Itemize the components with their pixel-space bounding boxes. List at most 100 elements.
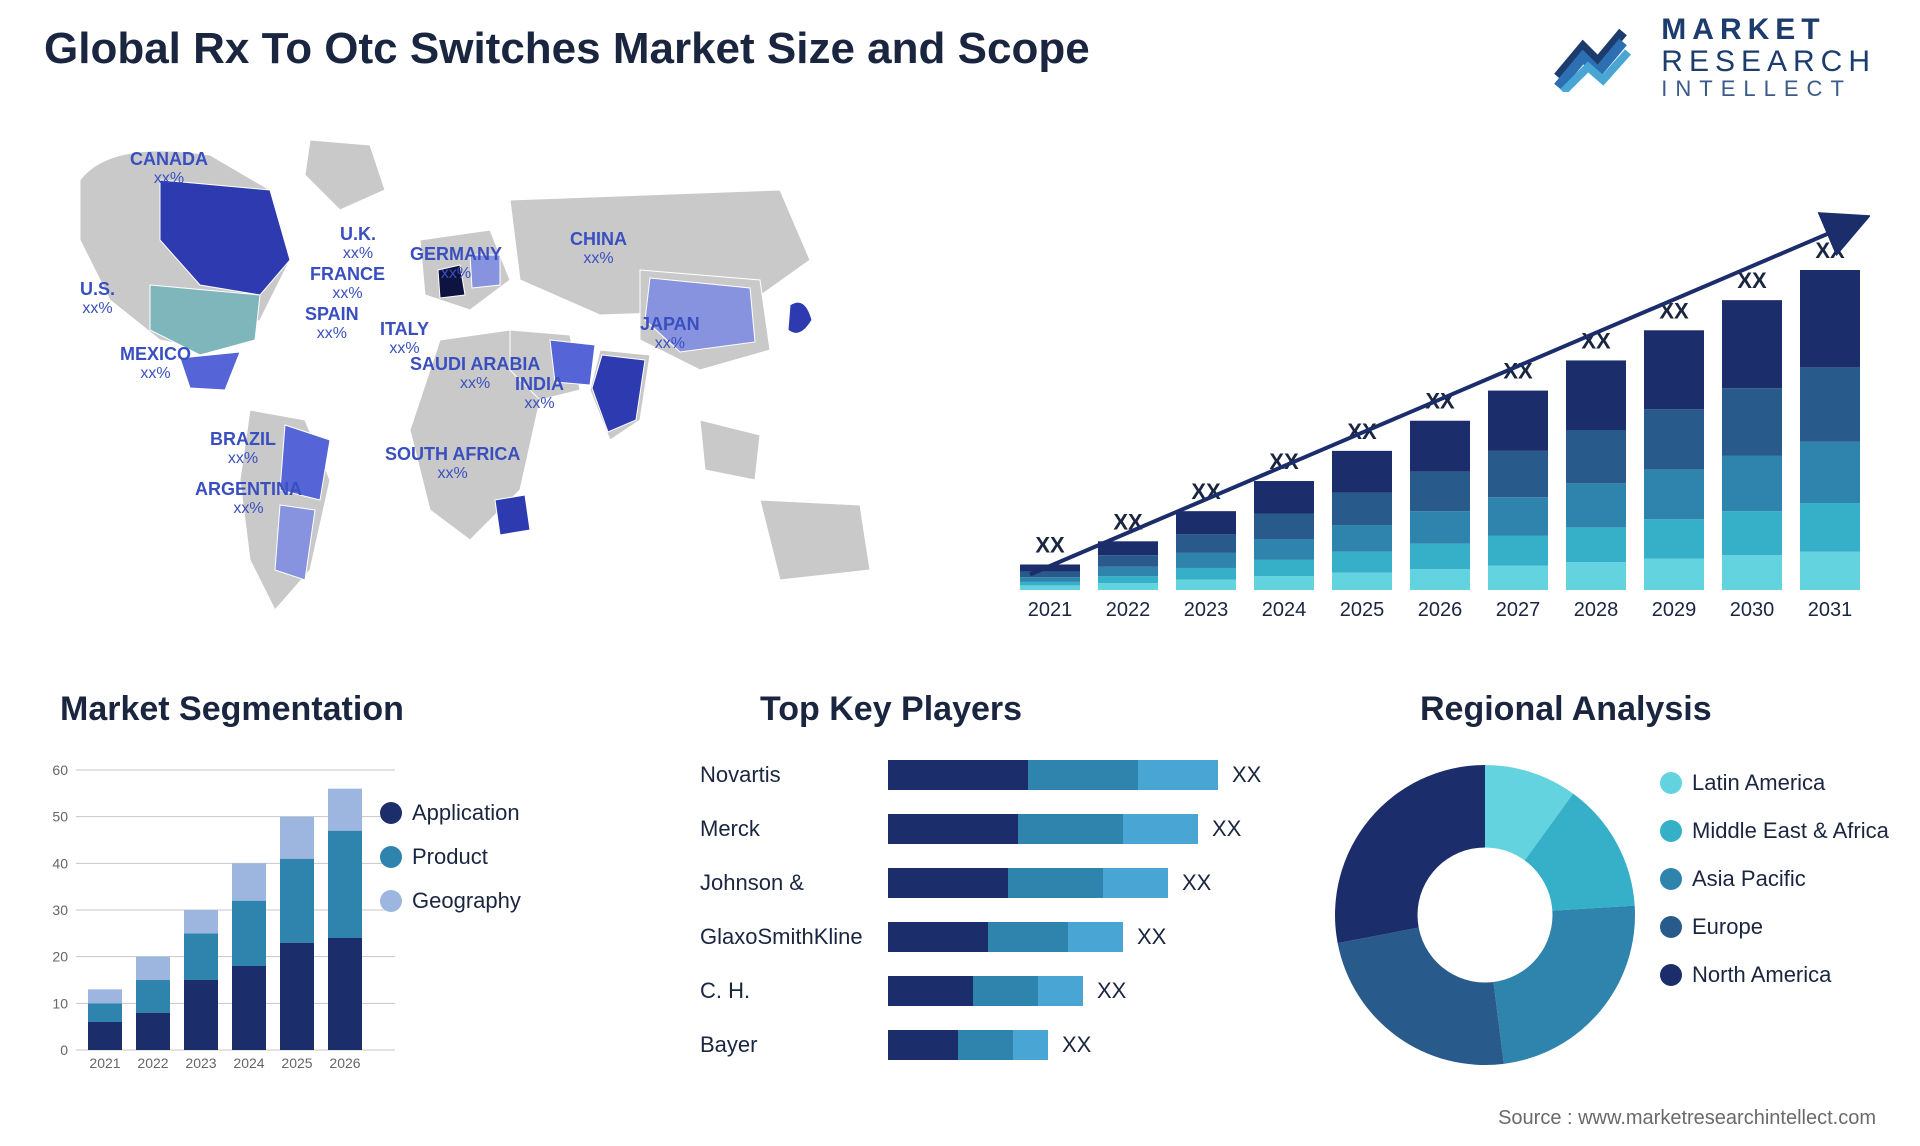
seg-bar-segment bbox=[232, 863, 266, 900]
map-label-brazil: BRAZILxx% bbox=[210, 430, 276, 467]
bar-segment bbox=[1098, 555, 1158, 567]
brand-logo: MARKET RESEARCH INTELLECT bbox=[1553, 14, 1876, 100]
kp-bar-segment bbox=[958, 1030, 1013, 1060]
seg-legend-item: Product bbox=[380, 844, 521, 870]
legend-swatch bbox=[1660, 916, 1682, 938]
kp-bar-segment bbox=[1018, 814, 1123, 844]
kp-bar bbox=[888, 814, 1198, 844]
key-player-row: Merck XX bbox=[700, 809, 1320, 849]
y-tick-label: 40 bbox=[52, 855, 68, 871]
bar-segment bbox=[1800, 503, 1860, 552]
y-tick-label: 10 bbox=[52, 995, 68, 1011]
bar-segment bbox=[1410, 472, 1470, 511]
y-tick-label: 60 bbox=[52, 762, 68, 778]
seg-legend-item: Geography bbox=[380, 888, 521, 914]
kp-bar-segment bbox=[1028, 760, 1138, 790]
kp-value: XX bbox=[1212, 816, 1241, 842]
legend-swatch bbox=[380, 846, 402, 868]
kp-bar-segment bbox=[1138, 760, 1218, 790]
seg-bar-segment bbox=[280, 817, 314, 859]
world-map: CANADAxx%U.S.xx%MEXICOxx%BRAZILxx%ARGENT… bbox=[40, 120, 940, 680]
map-label-france: FRANCExx% bbox=[310, 265, 385, 302]
bar-year-label: 2021 bbox=[1028, 599, 1073, 621]
donut-svg bbox=[1330, 760, 1640, 1070]
legend-label: Application bbox=[412, 800, 520, 826]
kp-name: GlaxoSmithKline bbox=[700, 924, 888, 950]
bar-year-label: 2028 bbox=[1574, 599, 1619, 621]
bar-segment bbox=[1254, 481, 1314, 513]
map-label-u-k-: U.K.xx% bbox=[340, 225, 376, 262]
keyplayers-heading: Top Key Players bbox=[760, 690, 1022, 729]
bar-segment bbox=[1254, 576, 1314, 590]
key-players-chart: Novartis XXMerck XXJohnson & XXGlaxoSmit… bbox=[700, 755, 1320, 1085]
seg-bar-segment bbox=[88, 1022, 122, 1050]
seg-bar-segment bbox=[136, 1013, 170, 1050]
seg-bar-segment bbox=[280, 943, 314, 1050]
bar-segment bbox=[1176, 568, 1236, 580]
key-player-row: Novartis XX bbox=[700, 755, 1320, 795]
bar-year-label: 2027 bbox=[1496, 599, 1541, 621]
bar-segment bbox=[1722, 555, 1782, 590]
key-player-row: C. H. XX bbox=[700, 971, 1320, 1011]
bar-segment bbox=[1254, 560, 1314, 576]
bar-year-label: 2023 bbox=[1184, 599, 1229, 621]
bar-segment bbox=[1488, 536, 1548, 566]
bar-segment bbox=[1566, 483, 1626, 527]
seg-bar-segment bbox=[232, 901, 266, 966]
regional-legend-item: Middle East & Africa bbox=[1660, 818, 1889, 844]
bar-value-label: XX bbox=[1815, 238, 1845, 263]
kp-bar bbox=[888, 976, 1083, 1006]
source-text: Source : www.marketresearchintellect.com bbox=[1498, 1107, 1876, 1130]
map-label-japan: JAPANxx% bbox=[640, 315, 700, 352]
seg-bar-segment bbox=[184, 910, 218, 933]
regional-legend-item: North America bbox=[1660, 962, 1889, 988]
main-growth-chart: XX2021XX2022XX2023XX2024XX2025XX2026XX20… bbox=[970, 150, 1870, 650]
bar-segment bbox=[1020, 577, 1080, 582]
seg-bar-segment bbox=[88, 1003, 122, 1022]
y-tick-label: 50 bbox=[52, 809, 68, 825]
bar-segment bbox=[1254, 539, 1314, 560]
kp-value: XX bbox=[1137, 924, 1166, 950]
kp-bar bbox=[888, 922, 1123, 952]
legend-swatch bbox=[1660, 772, 1682, 794]
seg-bar-segment bbox=[184, 980, 218, 1050]
map-label-spain: SPAINxx% bbox=[305, 305, 359, 342]
seg-bar-segment bbox=[232, 966, 266, 1050]
bar-segment bbox=[1020, 585, 1080, 590]
seg-bar-segment bbox=[136, 980, 170, 1013]
bar-segment bbox=[1566, 562, 1626, 590]
map-label-canada: CANADAxx% bbox=[130, 150, 208, 187]
bar-segment bbox=[1488, 391, 1548, 451]
bar-segment bbox=[1176, 534, 1236, 553]
y-tick-label: 20 bbox=[52, 949, 68, 965]
seg-year-label: 2022 bbox=[137, 1055, 168, 1071]
bar-segment bbox=[1722, 511, 1782, 555]
logo-line1: MARKET bbox=[1661, 14, 1876, 46]
bar-segment bbox=[1800, 367, 1860, 441]
legend-label: Europe bbox=[1692, 914, 1763, 940]
kp-value: XX bbox=[1232, 762, 1261, 788]
bar-year-label: 2024 bbox=[1262, 599, 1307, 621]
bar-segment bbox=[1332, 573, 1392, 590]
kp-bar-segment bbox=[1068, 922, 1123, 952]
bar-segment bbox=[1410, 569, 1470, 590]
main-chart-svg: XX2021XX2022XX2023XX2024XX2025XX2026XX20… bbox=[970, 150, 1870, 650]
key-player-row: GlaxoSmithKline XX bbox=[700, 917, 1320, 957]
seg-year-label: 2021 bbox=[89, 1055, 120, 1071]
map-label-mexico: MEXICOxx% bbox=[120, 345, 191, 382]
legend-label: Geography bbox=[412, 888, 521, 914]
bar-year-label: 2025 bbox=[1340, 599, 1385, 621]
bar-segment bbox=[1410, 511, 1470, 543]
regional-legend-item: Latin America bbox=[1660, 770, 1889, 796]
kp-value: XX bbox=[1182, 870, 1211, 896]
bar-segment bbox=[1176, 511, 1236, 534]
map-label-italy: ITALYxx% bbox=[380, 320, 429, 357]
regional-donut bbox=[1330, 760, 1640, 1070]
regional-heading: Regional Analysis bbox=[1420, 690, 1712, 729]
seg-year-label: 2023 bbox=[185, 1055, 216, 1071]
legend-label: Product bbox=[412, 844, 488, 870]
map-label-china: CHINAxx% bbox=[570, 230, 627, 267]
bar-segment bbox=[1176, 553, 1236, 568]
logo-text: MARKET RESEARCH INTELLECT bbox=[1661, 14, 1876, 100]
bar-segment bbox=[1722, 456, 1782, 512]
